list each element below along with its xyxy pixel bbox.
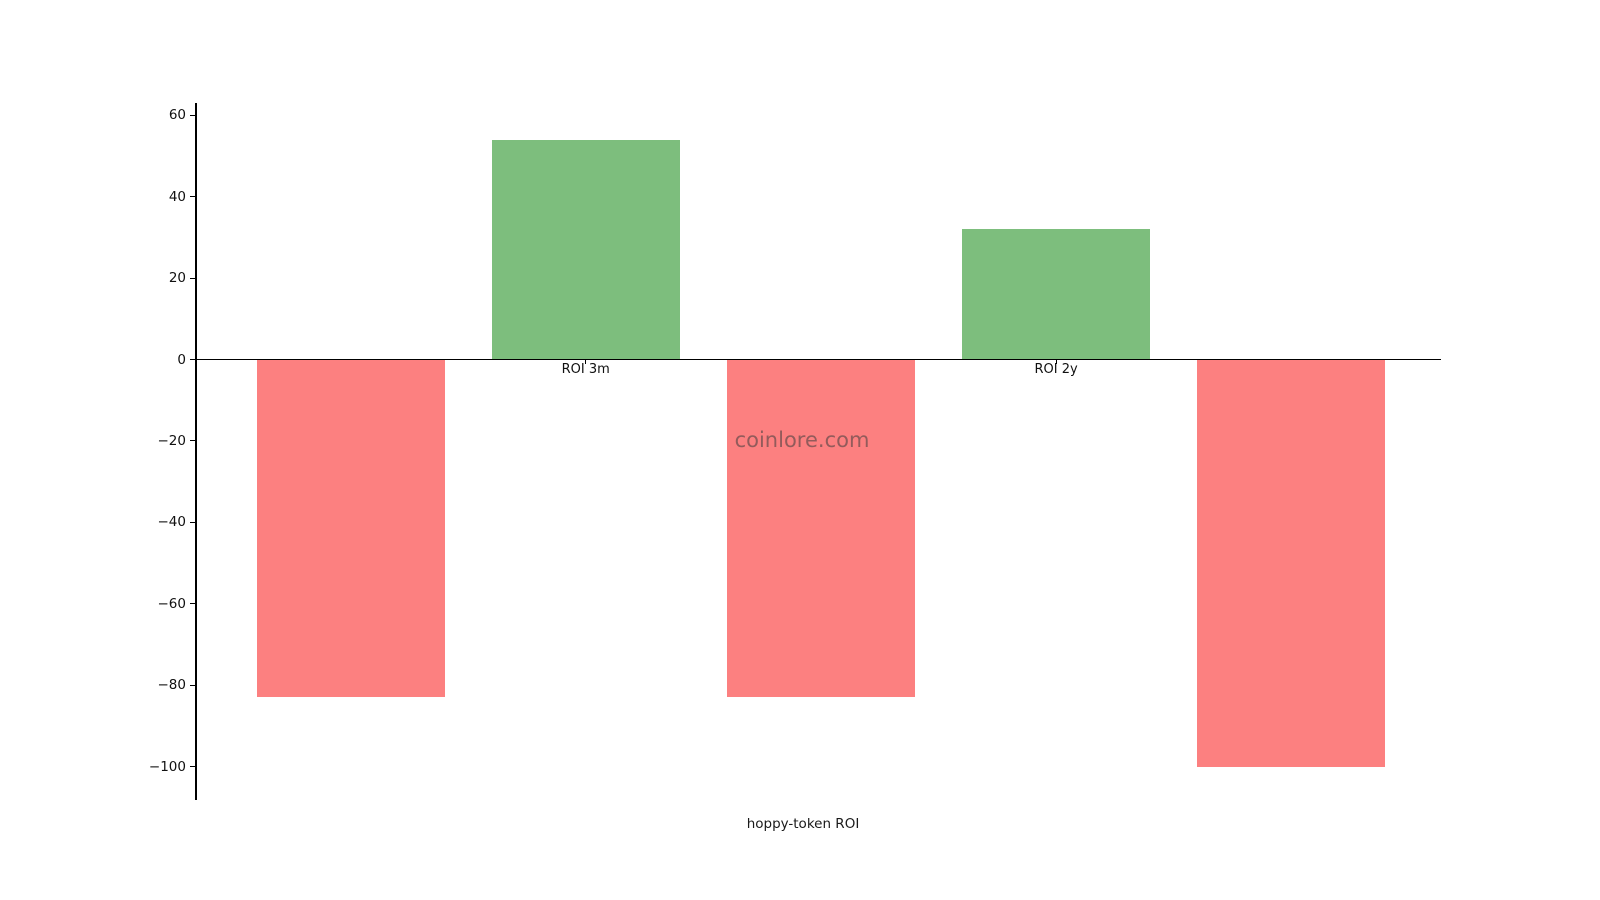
x-tick-mark	[585, 359, 587, 364]
y-tick-label: −100	[148, 758, 186, 775]
y-tick-mark	[190, 277, 196, 279]
y-tick-mark	[190, 114, 196, 116]
y-tick-label: −40	[157, 514, 187, 531]
bar-col-5	[1197, 359, 1386, 767]
y-tick-label: −60	[157, 595, 187, 612]
y-tick-label: 0	[177, 351, 186, 368]
y-tick-mark	[190, 603, 196, 605]
y-tick-mark	[190, 521, 196, 523]
y-tick-mark	[190, 196, 196, 198]
bar-col-3	[726, 359, 915, 698]
y-tick-label: 20	[168, 270, 186, 287]
y-tick-mark	[190, 684, 196, 686]
x-tick-mark	[1055, 359, 1057, 364]
y-tick-label: −80	[157, 677, 187, 694]
y-tick-mark	[190, 765, 196, 768]
x-tick-label: ROI 2y	[1034, 361, 1078, 377]
bar-roi-3m	[491, 139, 680, 360]
y-tick-label: 60	[168, 107, 186, 124]
x-axis-zero-line	[196, 358, 1441, 361]
y-tick-label: 40	[168, 188, 186, 205]
y-tick-mark	[190, 358, 196, 361]
y-tick-mark	[190, 440, 196, 442]
x-tick-label: ROI 3m	[561, 361, 610, 377]
bar-col-1	[256, 359, 445, 698]
y-axis-line	[195, 103, 197, 800]
y-tick-label: −20	[157, 432, 187, 449]
bar-roi-2y	[962, 229, 1151, 360]
chart-caption: hoppy-token ROI	[746, 816, 860, 832]
coinlore-watermark: coinlore.com	[734, 428, 870, 452]
